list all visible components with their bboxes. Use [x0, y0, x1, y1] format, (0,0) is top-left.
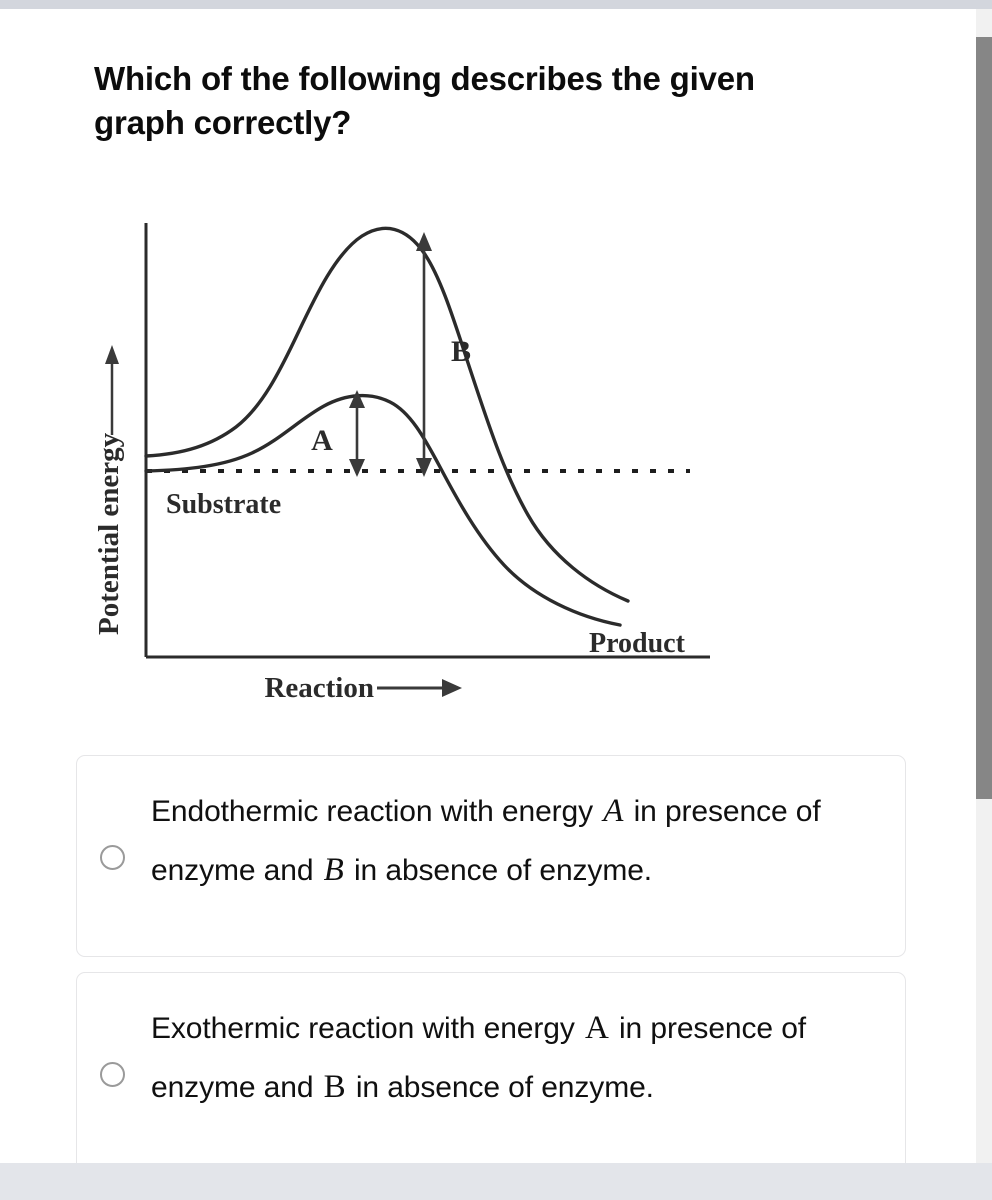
energy-b-label: B — [451, 335, 471, 368]
answer-option-label-0: Endothermic reaction with energy A in pr… — [151, 782, 881, 900]
option-0-segment-0: Endothermic reaction with energy — [151, 795, 602, 828]
energy-diagram-figure: Potential energy Reaction A — [84, 205, 744, 715]
radio-button-option-1[interactable] — [100, 1062, 125, 1087]
option-1-segment-4: in absence of enzyme. — [347, 1071, 654, 1104]
energy-a-arrow-head-down — [349, 459, 365, 477]
option-0-math-a: A — [603, 793, 624, 829]
option-1-math-a: A — [585, 1010, 609, 1046]
option-0-segment-2: in presence of enzyme and — [151, 795, 821, 887]
energy-b-arrow-head-up — [416, 232, 432, 251]
product-label: Product — [589, 628, 686, 659]
option-1-math-b: B — [323, 1069, 346, 1105]
question-title: Which of the following describes the giv… — [94, 60, 755, 141]
energy-a-arrow: A — [311, 390, 365, 477]
x-axis-arrow-head — [442, 679, 462, 697]
window-bottom-strip — [0, 1163, 992, 1200]
option-0-math-b: B — [323, 852, 344, 888]
catalysed-energy-curve — [144, 393, 622, 627]
energy-b-arrow-head-down — [416, 458, 432, 477]
x-axis-label-group: Reaction — [264, 672, 462, 704]
y-axis-arrow-head — [105, 345, 119, 364]
answer-option-exothermic[interactable]: Exothermic reaction with energy A in pre… — [76, 972, 906, 1174]
page-content: Which of the following describes the giv… — [0, 9, 976, 1174]
answer-option-label-1: Exothermic reaction with energy A in pre… — [151, 999, 881, 1117]
vertical-scrollbar-thumb[interactable] — [976, 37, 992, 799]
answer-option-endothermic[interactable]: Endothermic reaction with energy A in pr… — [76, 755, 906, 957]
x-axis-label-text: Reaction — [264, 672, 374, 704]
option-1-segment-2: in presence of enzyme and — [151, 1012, 807, 1104]
energy-b-arrow: B — [416, 232, 471, 477]
window-top-strip — [0, 0, 992, 9]
option-0-segment-4: in absence of enzyme. — [345, 854, 653, 887]
radio-button-option-0[interactable] — [100, 845, 125, 870]
y-axis-label-group: Potential energy — [93, 345, 125, 635]
option-1-segment-0: Exothermic reaction with energy — [151, 1012, 583, 1045]
vertical-scrollbar-track[interactable] — [976, 9, 992, 1163]
substrate-label: Substrate — [166, 489, 281, 520]
uncatalysed-energy-curve — [144, 226, 630, 603]
energy-a-arrow-head-up — [349, 390, 365, 408]
energy-a-label: A — [311, 424, 333, 457]
y-axis-label-text: Potential energy — [93, 432, 125, 635]
